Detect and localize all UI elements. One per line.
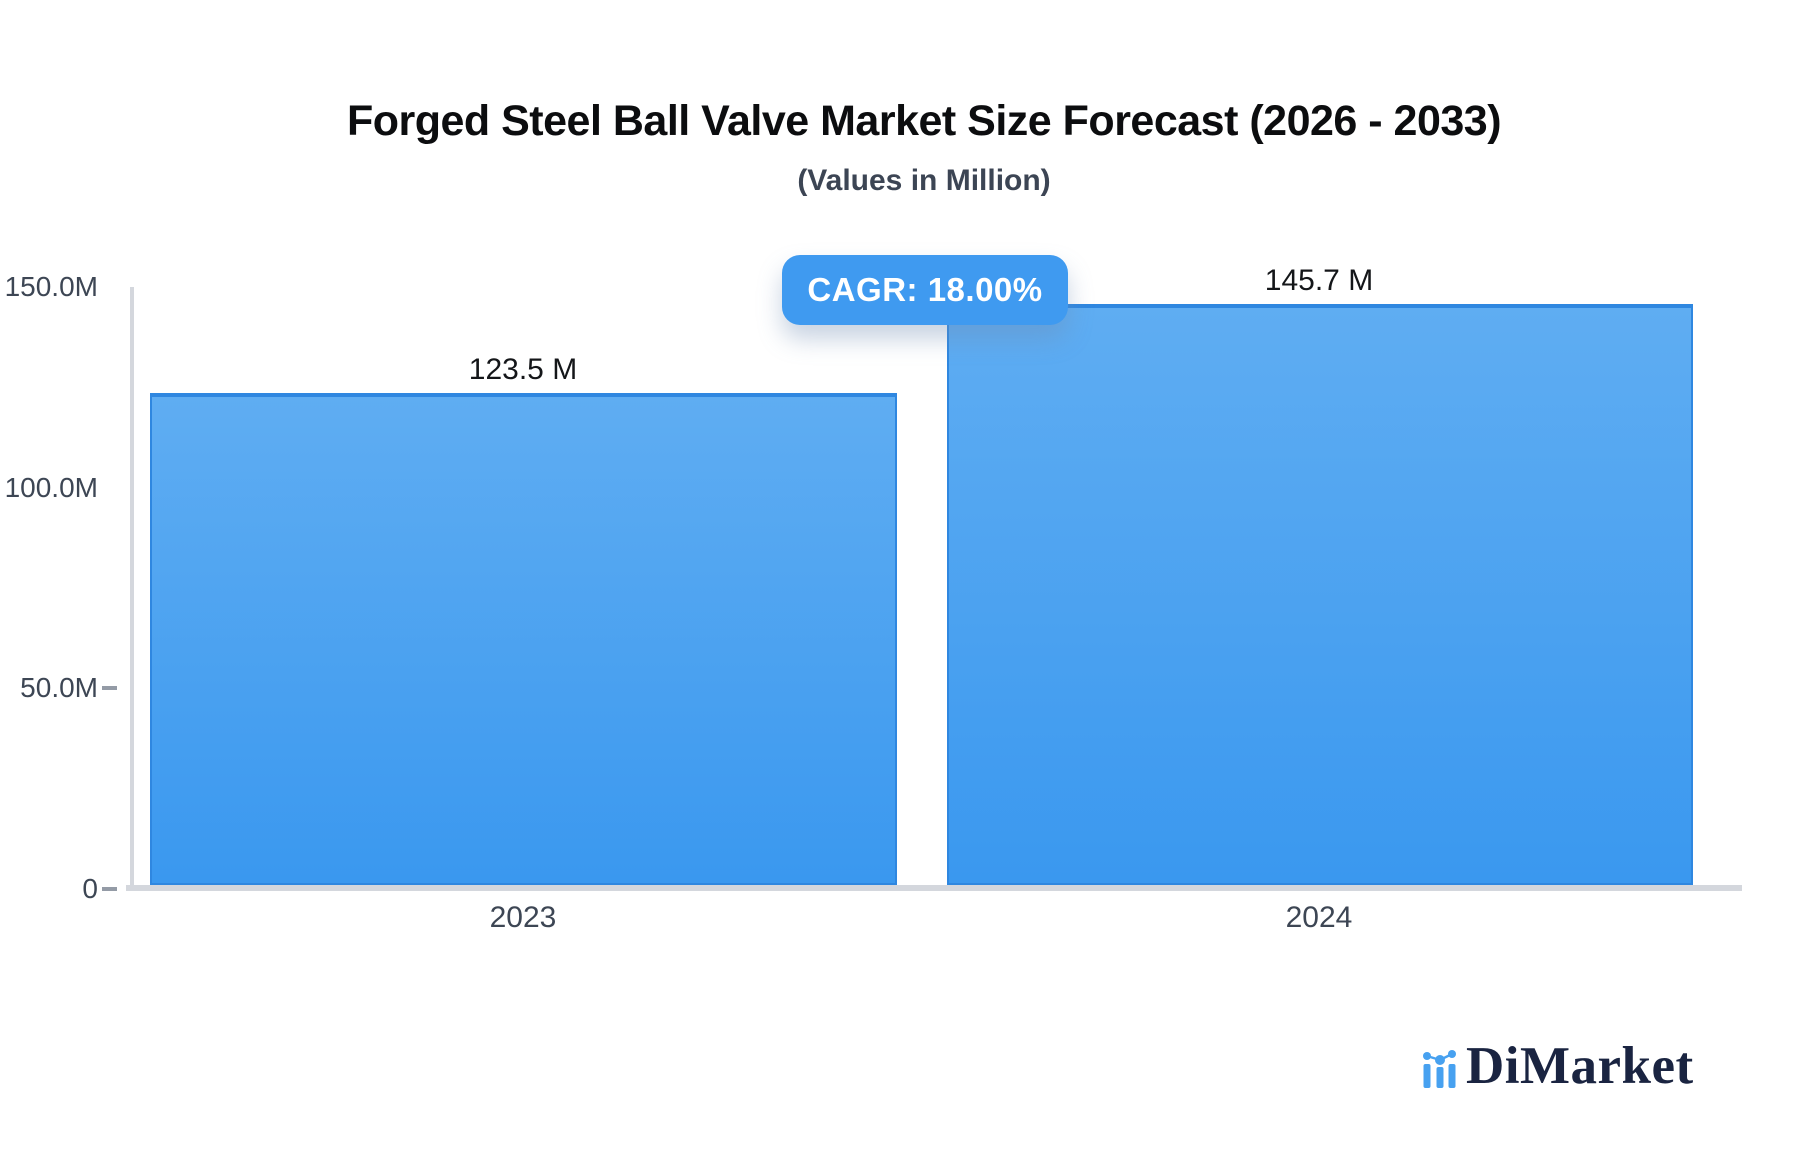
cagr-badge: CAGR: 18.00% [782, 255, 1068, 325]
y-tick-mark-0 [102, 887, 117, 891]
x-axis-line [126, 885, 1742, 891]
bar-2024 [947, 304, 1693, 885]
y-tick-label-150: 150.0M [4, 271, 98, 302]
y-tick-mark-50 [102, 686, 117, 690]
cagr-badge-label: CAGR: 18.00% [807, 271, 1043, 308]
logo-bars-icon [1423, 1050, 1456, 1088]
bar-value-label-2024: 145.7 M [1264, 264, 1374, 298]
chart-subtitle: (Values in Million) [797, 164, 1051, 197]
y-tick-label-0: 0 [82, 873, 98, 904]
chart-title: Forged Steel Ball Valve Market Size Fore… [346, 97, 1502, 145]
bar-value-label-2023: 123.5 M [468, 352, 578, 386]
y-axis-line [130, 287, 134, 891]
brand-name: DiMarket [1466, 1037, 1694, 1095]
bar-2023 [150, 392, 897, 885]
brand-logo: DiMarket [1421, 1040, 1694, 1094]
x-tick-label-2024: 2024 [1285, 901, 1353, 934]
y-tick-label-50: 50.0M [20, 672, 98, 703]
y-tick-label-100: 100.0M [4, 472, 98, 503]
x-tick-label-2023: 2023 [489, 901, 557, 934]
